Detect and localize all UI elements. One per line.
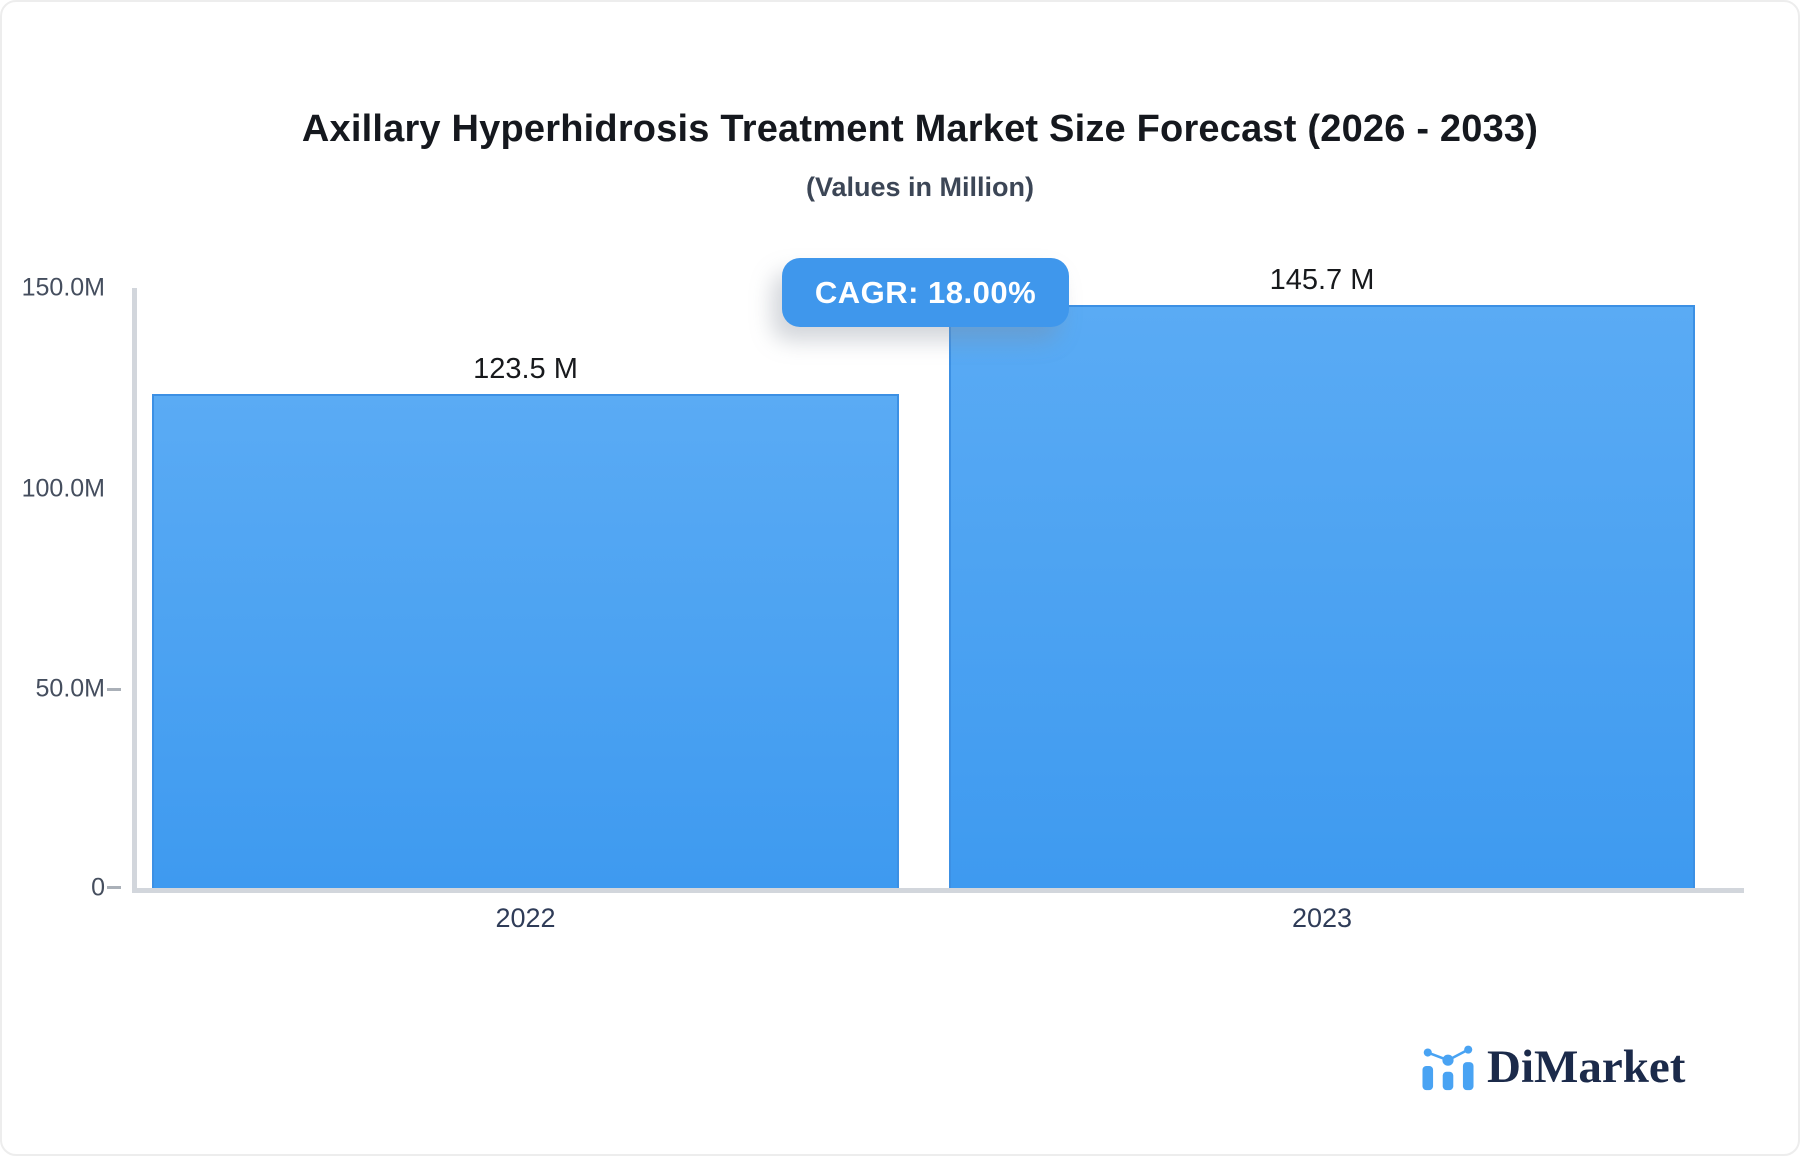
bar-group-2023: 145.7 M 2023 bbox=[949, 264, 1695, 933]
bar-value-label-2022: 123.5 M bbox=[473, 353, 578, 385]
x-axis-line bbox=[132, 888, 1744, 893]
logo-text: DiMarket bbox=[1487, 1040, 1686, 1093]
chart-subtitle: (Values in Million) bbox=[805, 172, 1035, 202]
y-tick-label-50: 50.0M bbox=[35, 674, 105, 703]
cagr-badge: CAGR: 18.00% bbox=[782, 258, 1069, 327]
chart-title: Axillary Hyperhidrosis Treatment Market … bbox=[301, 108, 1539, 150]
x-axis-label-2023: 2023 bbox=[1291, 903, 1353, 933]
y-tick-label-150: 150.0M bbox=[21, 273, 105, 302]
y-tick-mark-0 bbox=[107, 886, 121, 889]
bar-2022[interactable] bbox=[152, 394, 899, 888]
bar-2023[interactable] bbox=[949, 305, 1695, 888]
y-axis-line bbox=[132, 288, 137, 893]
y-tick-mark-50 bbox=[107, 688, 121, 691]
bar-group-2022: 123.5 M 2022 bbox=[152, 288, 899, 933]
brand-logo: DiMarket bbox=[1419, 1040, 1685, 1092]
y-tick-label-100: 100.0M bbox=[21, 474, 105, 503]
bar-chart-logo-icon bbox=[1422, 1045, 1474, 1091]
y-tick-label-0: 0 bbox=[91, 873, 105, 902]
x-axis-label-2022: 2022 bbox=[495, 903, 556, 933]
cagr-label: CAGR: 18.00% bbox=[814, 274, 1037, 310]
bar-value-label-2023: 145.7 M bbox=[1269, 264, 1375, 297]
